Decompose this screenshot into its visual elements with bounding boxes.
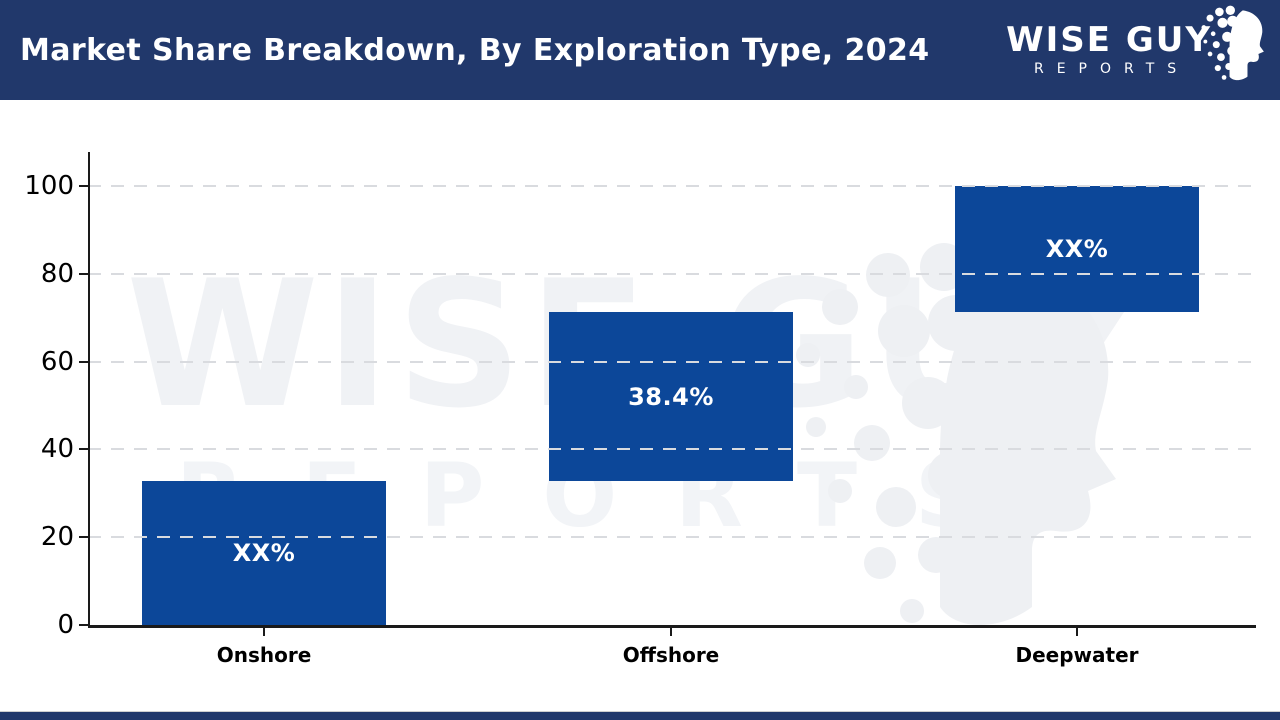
bar-value-label: 38.4%	[628, 382, 714, 411]
y-tick-label-40: 40	[40, 434, 74, 465]
logo-subtitle: REPORTS	[1033, 61, 1190, 78]
gridline-40	[88, 448, 1253, 451]
x-axis-tick-0	[263, 628, 265, 636]
bar-offshore: 38.4%	[549, 312, 793, 481]
bar-deepwater: XX%	[955, 186, 1199, 313]
footer-bar	[0, 711, 1280, 720]
y-axis-line	[88, 152, 90, 625]
y-tick-label-100: 100	[24, 171, 74, 201]
x-category-label-onshore: Onshore	[216, 643, 312, 667]
gridline-80	[88, 272, 1253, 275]
y-tick-label-80: 80	[40, 258, 74, 289]
bar-onshore: XX%	[142, 481, 386, 625]
y-axis-tick-100	[79, 185, 88, 187]
gridline-20	[88, 536, 1253, 539]
y-axis-tick-80	[79, 272, 88, 275]
y-axis-tick-0	[79, 624, 88, 626]
x-axis-tick-1	[670, 628, 672, 636]
x-category-label-deepwater: Deepwater	[1015, 643, 1139, 667]
logo-wordmark: WISE GUY	[1006, 19, 1212, 60]
gridline-100	[88, 185, 1253, 187]
y-tick-label-60: 60	[40, 346, 74, 377]
x-axis-line	[88, 625, 1256, 628]
gridline-60	[88, 360, 1253, 363]
header-bar: Market Share Breakdown, By Exploration T…	[0, 0, 1280, 100]
x-axis-tick-2	[1076, 628, 1078, 636]
bar-value-label: XX%	[232, 538, 296, 567]
bar-value-label: XX%	[1045, 235, 1109, 264]
x-category-label-offshore: Offshore	[622, 643, 720, 667]
logo-face-icon	[1201, 5, 1264, 81]
y-tick-label-0: 0	[57, 610, 74, 640]
chart-area: WISE GUY REPORTS 0 20 40 60 80 100 XX% Onshore 3…	[0, 100, 1280, 712]
logo-text: WISE GUY REPORTS	[1006, 19, 1212, 78]
wiseguy-logo: WISE GUY REPORTS	[1006, 4, 1274, 90]
y-axis-tick-60	[79, 360, 88, 363]
y-axis-tick-20	[79, 536, 88, 539]
page-title: Market Share Breakdown, By Exploration T…	[20, 33, 930, 68]
y-axis-tick-40	[79, 448, 88, 451]
y-tick-label-20: 20	[40, 522, 74, 553]
